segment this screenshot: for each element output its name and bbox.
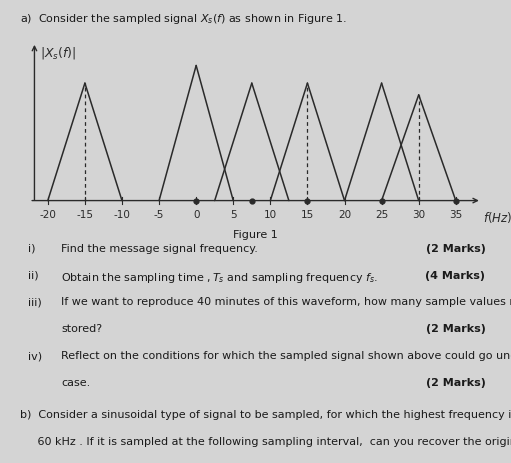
Text: -5: -5 [154,209,164,219]
Text: (2 Marks): (2 Marks) [426,243,485,253]
Text: Reflect on the conditions for which the sampled signal shown above could go unde: Reflect on the conditions for which the … [61,350,511,361]
Text: Figure 1: Figure 1 [233,229,278,239]
Text: Find the message signal frequency.: Find the message signal frequency. [61,243,258,253]
Text: case.: case. [61,377,90,388]
Text: 0: 0 [193,209,199,219]
Text: 10: 10 [264,209,277,219]
Text: i): i) [28,243,36,253]
Text: 30: 30 [412,209,425,219]
Text: (4 Marks): (4 Marks) [426,270,485,280]
Text: -10: -10 [113,209,130,219]
Text: If we want to reproduce 40 minutes of this waveform, how many sample values need: If we want to reproduce 40 minutes of th… [61,297,511,307]
Text: a)  Consider the sampled signal $X_s(f)$ as shown in Figure 1.: a) Consider the sampled signal $X_s(f)$ … [20,12,348,25]
Text: -20: -20 [39,209,56,219]
Text: 60 kHz . If it is sampled at the following sampling interval,  can you recover t: 60 kHz . If it is sampled at the followi… [20,436,511,446]
Text: 5: 5 [230,209,237,219]
Text: Obtain the sampling time $,T_s$ and sampling frequency $f_s$.: Obtain the sampling time $,T_s$ and samp… [61,270,378,284]
Text: 35: 35 [449,209,462,219]
Text: b)  Consider a sinusoidal type of signal to be sampled, for which the highest fr: b) Consider a sinusoidal type of signal … [20,409,511,419]
Text: (2 Marks): (2 Marks) [426,324,485,334]
Text: $|X_s(f)|$: $|X_s(f)|$ [40,45,77,61]
Text: iii): iii) [28,297,42,307]
Text: stored?: stored? [61,324,102,334]
Text: -15: -15 [76,209,94,219]
Text: (2 Marks): (2 Marks) [426,377,485,388]
Text: ii): ii) [28,270,39,280]
Text: 25: 25 [375,209,388,219]
Text: 15: 15 [301,209,314,219]
Text: $f(Hz)$: $f(Hz)$ [483,209,511,224]
Text: 20: 20 [338,209,351,219]
Text: iv): iv) [28,350,42,361]
